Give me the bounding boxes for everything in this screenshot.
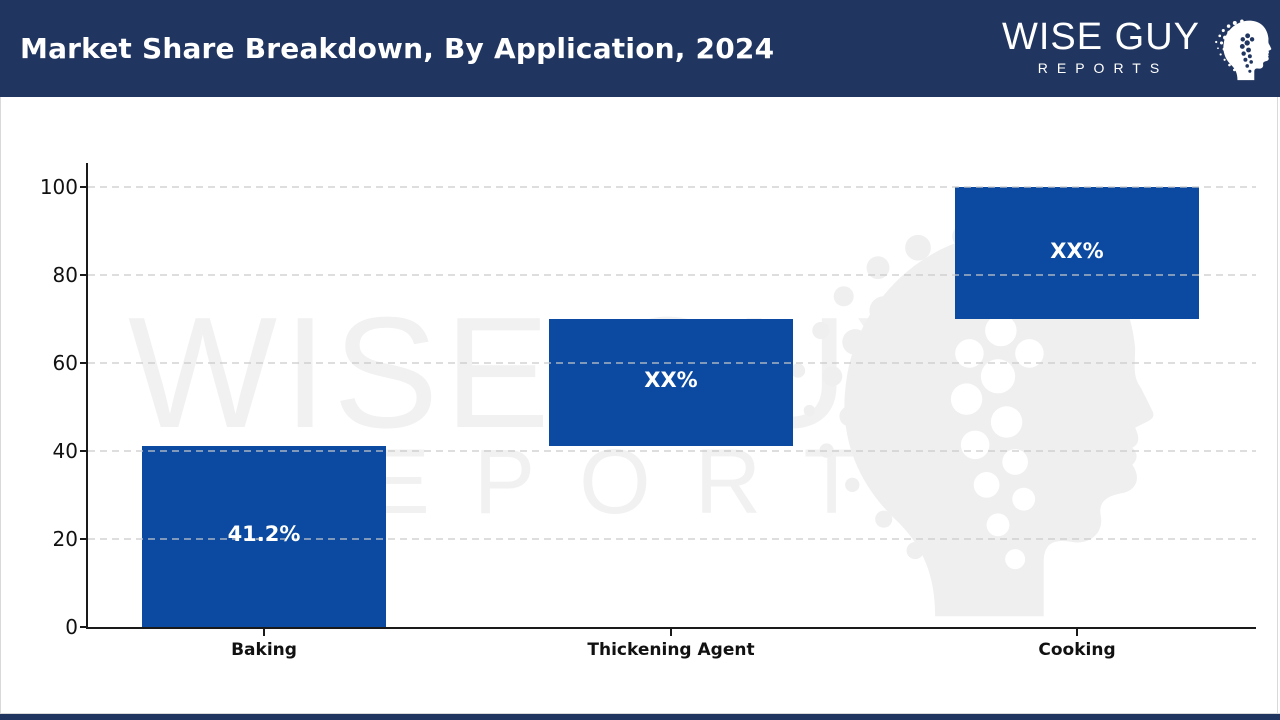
x-tick-label-1: Thickening Agent [587,640,755,660]
y-tick-20 [80,538,88,540]
header-banner: Market Share Breakdown, By Application, … [0,0,1280,97]
page-title: Market Share Breakdown, By Application, … [20,32,775,65]
y-tick-0 [80,626,88,628]
y-tick-100 [80,186,88,188]
y-axis-line [86,163,88,629]
footer-strip [0,713,1280,720]
x-tick-1 [670,629,672,636]
y-tick-label-100: 100 [39,175,78,199]
y-tick-label-40: 40 [52,439,78,463]
y-tick-label-0: 0 [65,615,78,639]
bar-thickening-agent [549,319,793,446]
x-tick-label-2: Cooking [1038,640,1116,660]
x-tick-label-0: Baking [231,640,297,660]
x-tick-2 [1076,629,1078,636]
gridline-40 [88,450,1256,452]
y-tick-label-20: 20 [52,527,78,551]
bar-value-label: XX% [644,368,698,393]
bar-cooking [955,187,1199,319]
gridline-60 [88,362,1256,364]
bar-value-label: 41.2% [227,522,301,547]
bar-value-label: XX% [1050,239,1104,263]
x-axis-line [86,627,1256,629]
logo-subtitle: REPORTS [1037,59,1169,76]
logo-wordmark: WISE GUY [1001,16,1200,58]
watermark-wordmark: WISE GUY [128,285,967,461]
y-tick-40 [80,450,88,452]
wiseguy-face-icon [1215,19,1272,81]
y-tick-60 [80,362,88,364]
gridline-80 [88,274,1256,276]
x-tick-0 [263,629,265,636]
y-tick-label-60: 60 [52,351,78,375]
bar-baking [142,445,386,627]
wiseguy-logo: WISE GUY REPORTS [1000,4,1272,94]
gridline-20 [88,538,1256,540]
logo-text: WISE GUY REPORTS [1001,16,1200,76]
y-tick-80 [80,274,88,276]
y-tick-label-80: 80 [52,263,78,287]
gridline-100 [88,186,1256,188]
